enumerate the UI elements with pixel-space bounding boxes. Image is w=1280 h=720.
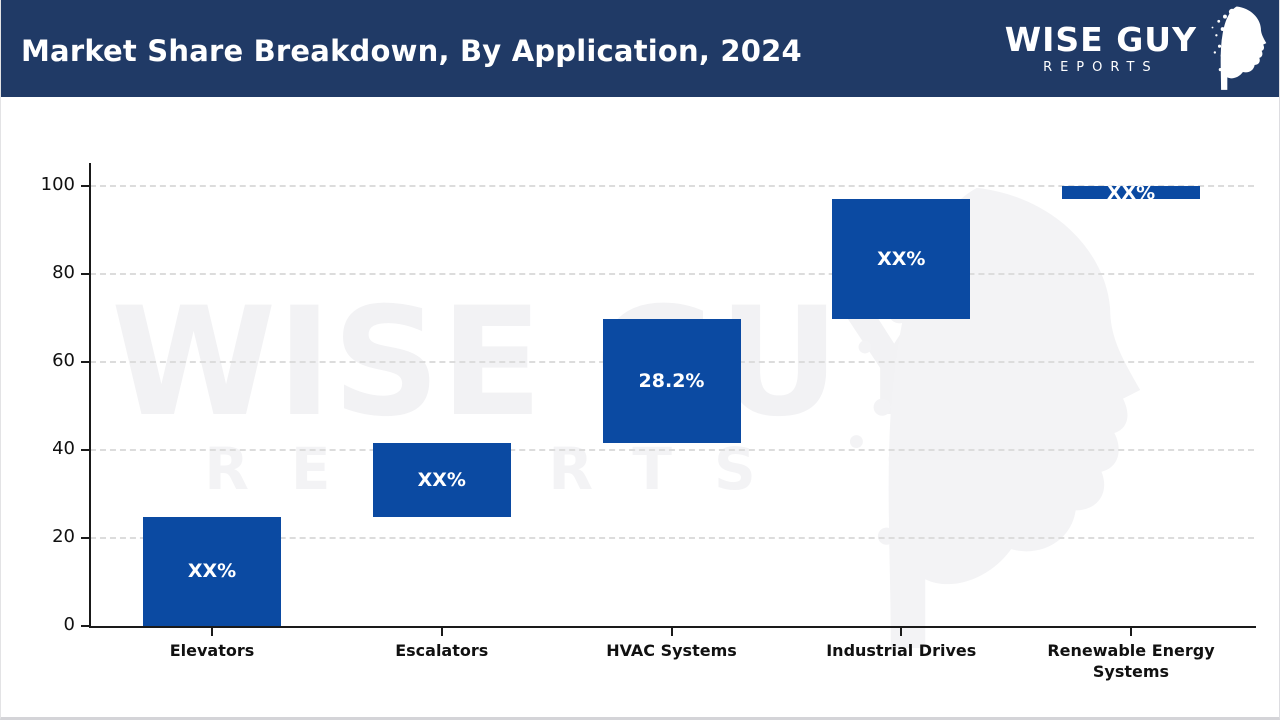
logo-face-icon (1211, 6, 1267, 90)
y-tick-label: 80 (52, 262, 75, 283)
x-axis-label: Renewable Energy Systems (1047, 641, 1215, 681)
y-tick (81, 361, 90, 363)
x-tick (1130, 628, 1132, 636)
x-axis-label: Industrial Drives (826, 641, 977, 660)
y-tick-label: 0 (63, 614, 75, 635)
header-bar: Market Share Breakdown, By Application, … (1, 0, 1279, 97)
gridline (90, 537, 1254, 539)
bar-label: XX% (1106, 181, 1156, 204)
watermark-wordmark: WISE GUY (111, 276, 949, 450)
y-tick-label: 100 (40, 174, 75, 195)
x-tick (440, 628, 443, 636)
y-tick (81, 273, 90, 275)
logo-wordmark: WISE GUY (1004, 19, 1197, 59)
wise-guy-logo: WISE GUY REPORTS (1005, 4, 1271, 90)
y-tick (81, 185, 90, 187)
y-tick-label: 40 (52, 438, 75, 459)
y-axis-line (89, 163, 91, 628)
bar-label: XX% (187, 560, 237, 583)
bar-label: XX% (417, 468, 466, 491)
y-tick (81, 625, 90, 627)
y-tick (81, 449, 90, 451)
bar: XX% (372, 442, 511, 517)
gridline (90, 273, 1254, 275)
bar-label: 28.2% (638, 369, 705, 392)
x-axis-label: Elevators (169, 641, 255, 660)
y-tick-label: 60 (52, 350, 75, 371)
bar: XX% (832, 199, 971, 319)
gridline (90, 449, 1254, 451)
bar: XX% (143, 516, 281, 626)
x-axis-line (89, 626, 1256, 628)
x-tick (900, 628, 903, 636)
y-tick (81, 537, 90, 539)
x-tick (211, 628, 213, 636)
x-tick (670, 628, 673, 636)
x-axis-label: Escalators (395, 641, 489, 660)
logo-text: WISE GUY REPORTS (1005, 20, 1197, 75)
y-tick-label: 20 (52, 526, 75, 547)
x-axis-label: HVAC Systems (606, 641, 737, 660)
page-title: Market Share Breakdown, By Application, … (21, 34, 802, 68)
bar: 28.2% (602, 318, 741, 443)
gridline (90, 185, 1254, 187)
logo-subtitle: REPORTS (1043, 59, 1159, 75)
bar-label: XX% (877, 248, 926, 271)
bar: XX% (1062, 182, 1200, 204)
